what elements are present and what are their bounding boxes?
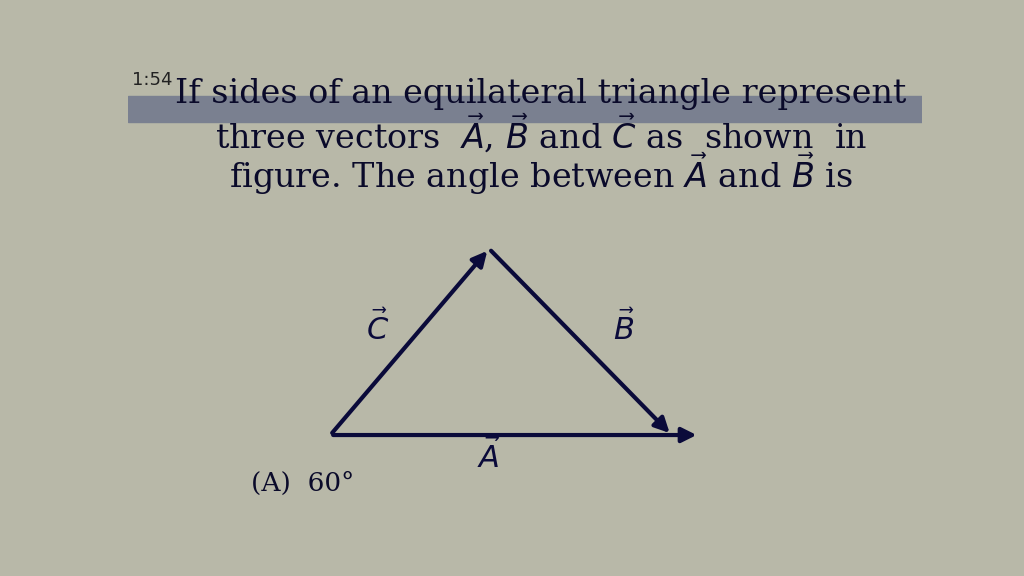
Text: figure. The angle between $\vec{A}$ and $\vec{B}$ is: figure. The angle between $\vec{A}$ and … (228, 150, 853, 197)
Text: $\vec{B}$: $\vec{B}$ (613, 310, 635, 347)
Bar (128, 96, 922, 122)
Text: If sides of an equilateral triangle represent: If sides of an equilateral triangle repr… (175, 78, 906, 109)
Text: three vectors  $\vec{A}$, $\vec{B}$ and $\vec{C}$ as  shown  in: three vectors $\vec{A}$, $\vec{B}$ and $… (214, 112, 867, 155)
Text: (A)  60°: (A) 60° (251, 471, 354, 497)
Text: $\vec{A}$: $\vec{A}$ (477, 439, 501, 475)
Text: $\vec{C}$: $\vec{C}$ (367, 310, 389, 347)
Text: 1:54: 1:54 (132, 71, 172, 89)
